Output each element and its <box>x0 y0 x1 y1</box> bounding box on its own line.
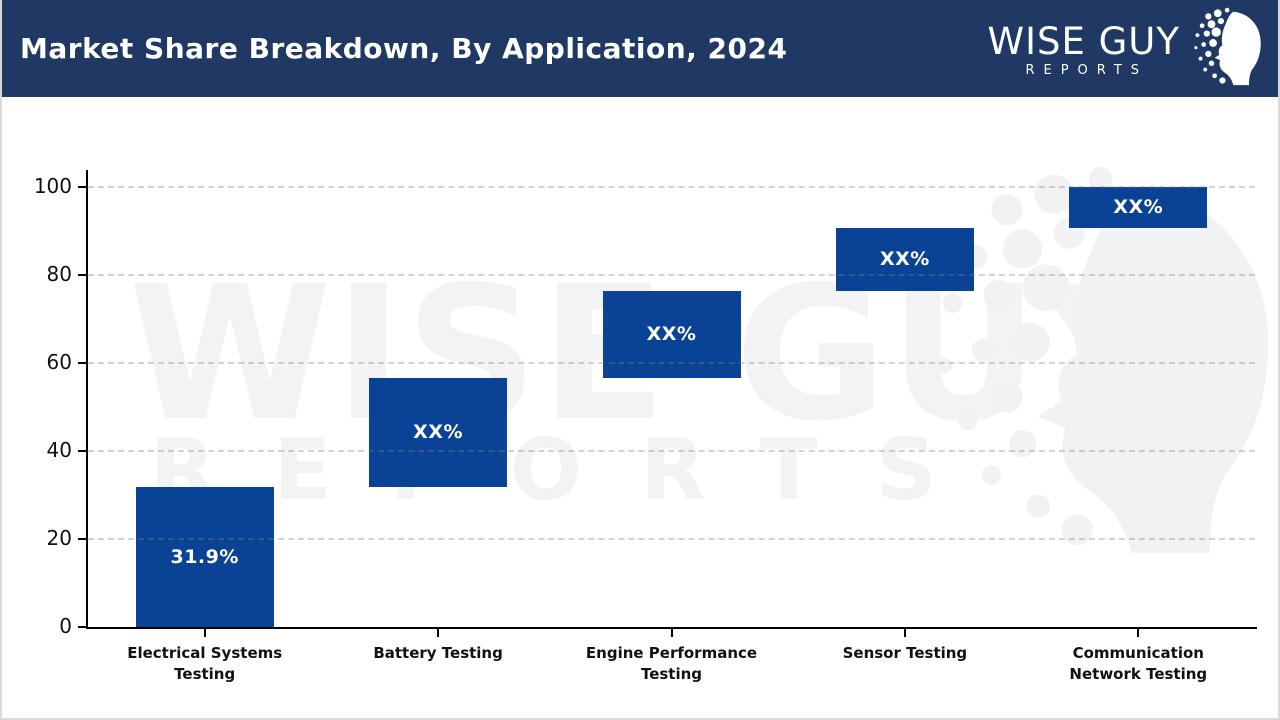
y-tick-mark <box>78 450 86 452</box>
plot-area: 0 20 40 60 80 100 31.9% Electrical Systems Test… <box>34 170 1257 683</box>
gridline <box>88 450 1255 452</box>
bar-value-label: XX% <box>1113 196 1164 219</box>
chart-title: Market Share Breakdown, By Application, … <box>20 32 788 65</box>
category-label: Communication Network Testing <box>1069 644 1208 683</box>
bar-value-label: XX% <box>879 248 930 271</box>
bar: XX% <box>1069 187 1208 228</box>
logo-face-icon <box>1194 7 1261 86</box>
x-tick-mark <box>437 629 440 637</box>
x-tick-mark <box>903 629 906 637</box>
category-label: Battery Testing <box>373 644 503 662</box>
y-tick-mark <box>78 538 86 540</box>
bar: XX% <box>602 290 741 378</box>
category-label: Sensor Testing <box>842 644 968 662</box>
bar-value-label: XX% <box>413 421 464 444</box>
y-tick-label: 80 <box>46 262 72 286</box>
bar-value-label: 31.9% <box>170 545 239 568</box>
y-tick-mark <box>78 186 86 188</box>
y-tick-mark <box>78 274 86 276</box>
gridline <box>88 274 1255 276</box>
wise-guy-logo: WISE GUY REPORTS <box>988 6 1264 94</box>
x-tick-mark <box>203 629 206 637</box>
logo-subtext: REPORTS <box>1025 63 1149 79</box>
y-tick-label: 20 <box>46 526 72 550</box>
bar-value-label: XX% <box>646 323 697 346</box>
gridline <box>88 538 1255 540</box>
header-bar: Market Share Breakdown, By Application, … <box>0 0 1280 97</box>
y-tick-label: 60 <box>46 350 72 374</box>
y-tick-label: 40 <box>46 438 72 462</box>
gridline <box>88 362 1255 364</box>
bar: 31.9% <box>135 486 274 627</box>
y-tick-label: 100 <box>33 174 72 198</box>
y-tick-mark <box>78 362 86 364</box>
y-tick-label: 0 <box>59 614 72 638</box>
bar: XX% <box>835 227 974 291</box>
category-label: Electrical Systems Testing <box>127 644 283 683</box>
x-tick-mark <box>1137 629 1140 637</box>
x-tick-mark <box>670 629 673 637</box>
x-axis-line <box>86 627 1257 629</box>
gridline <box>88 186 1255 188</box>
category-label: Engine Performance Testing <box>585 644 758 683</box>
y-axis-line <box>86 170 88 629</box>
logo-wordmark: WISE GUY <box>987 19 1180 63</box>
bar: XX% <box>369 377 508 487</box>
y-tick-mark <box>78 626 86 628</box>
